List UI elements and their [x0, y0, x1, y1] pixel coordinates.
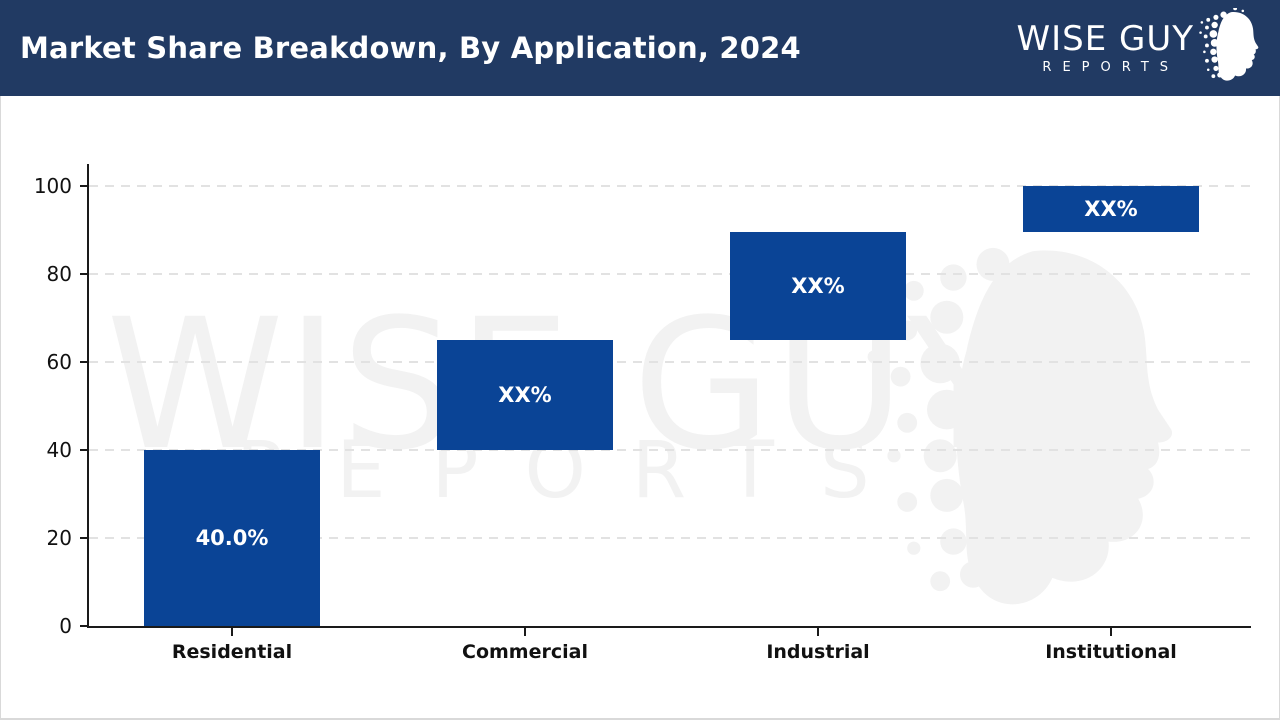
y-axis-tick-80	[80, 273, 89, 275]
gridline-100	[89, 185, 1251, 187]
gridline-20	[89, 537, 1251, 539]
y-axis-label-20: 20	[46, 526, 72, 550]
y-axis-label-80: 80	[46, 262, 72, 286]
bar-value-label-residential: 40.0%	[195, 526, 269, 550]
bar-value-label-institutional: XX%	[1084, 197, 1138, 222]
y-axis-tick-40	[80, 449, 89, 451]
x-axis-tick-commercial	[524, 627, 526, 636]
header-bar: Market Share Breakdown, By Application, …	[0, 0, 1280, 96]
page-title: Market Share Breakdown, By Application, …	[20, 31, 801, 65]
y-axis-line	[87, 164, 89, 628]
x-axis-tick-industrial	[817, 627, 819, 636]
y-axis-tick-0	[80, 625, 89, 627]
gridline-60	[89, 361, 1251, 363]
x-axis-label-residential: Residential	[171, 641, 293, 663]
gridline-80	[89, 273, 1251, 275]
y-axis-label-40: 40	[46, 438, 72, 462]
y-axis-label-100: 100	[33, 174, 72, 198]
x-axis-label-commercial: Commercial	[462, 641, 588, 663]
bar-value-label-industrial: XX%	[791, 274, 845, 299]
y-axis-tick-100	[80, 185, 89, 187]
watermark-head-icon	[867, 247, 1173, 605]
x-axis-label-institutional: Institutional	[1045, 641, 1177, 663]
x-axis-label-industrial: Industrial	[766, 641, 870, 663]
bar-institutional	[1023, 186, 1199, 233]
wiseguy-logo: WISE GUY REPORTS	[1016, 8, 1262, 88]
gridline-40	[89, 449, 1251, 451]
y-axis-tick-20	[80, 537, 89, 539]
x-axis-tick-institutional	[1110, 627, 1112, 636]
wiseguy-logo-wordmark: WISE GUY REPORTS	[1016, 22, 1194, 74]
logo-line2: REPORTS	[1042, 60, 1180, 75]
y-axis-label-0: 0	[59, 614, 72, 638]
wiseguy-head-logo-icon	[1199, 8, 1259, 81]
x-axis-tick-residential	[231, 627, 233, 636]
x-axis-line	[87, 626, 1251, 628]
y-axis-label-60: 60	[46, 350, 72, 374]
bar-industrial	[730, 232, 906, 340]
chart-area: WISE GUY REPORTS 0 20 40 60 80 100 40.0% Reside…	[0, 96, 1280, 720]
bar-residential	[144, 450, 320, 626]
y-axis-tick-60	[80, 361, 89, 363]
logo-line1: WISE GUY	[1016, 19, 1194, 59]
bar-value-label-commercial: XX%	[498, 383, 552, 407]
bar-commercial	[437, 340, 613, 450]
